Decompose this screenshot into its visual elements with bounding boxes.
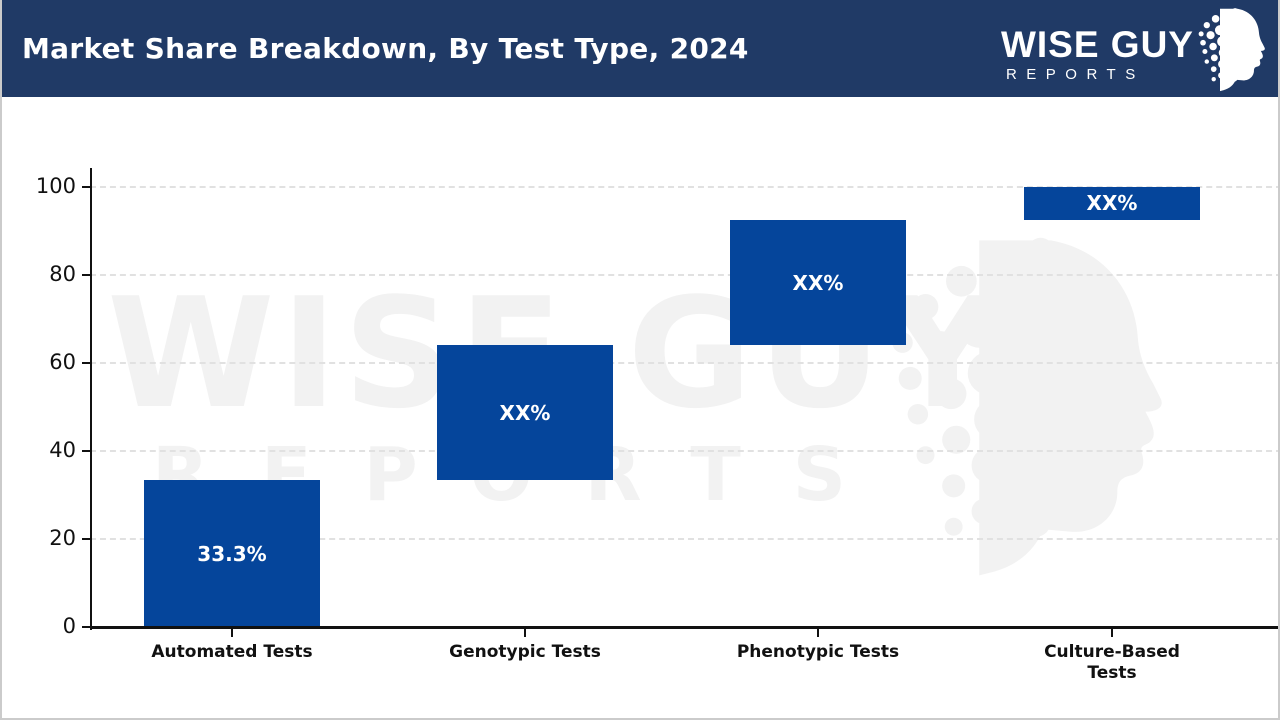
x-axis: [90, 626, 1278, 629]
x-category-label: Automated Tests: [151, 642, 313, 662]
y-tick-100: [82, 185, 90, 188]
brand-head-icon: [1198, 8, 1265, 92]
gridline-y-60: [90, 361, 1278, 364]
gridline-y-100: [90, 185, 1278, 188]
brand-subtext: REPORTS: [1005, 66, 1145, 83]
gridline-y-80: [90, 273, 1278, 276]
bar-segment: 33.3%: [144, 480, 320, 627]
x-tick-2: [817, 629, 819, 637]
waterfall-chart: 0 20 40 60 80 100 33.3% Automated Tests XX% Genot…: [2, 97, 1278, 718]
gridline-y-40: [90, 449, 1278, 452]
x-category-label: Phenotypic Tests: [736, 642, 900, 662]
y-tick-label-20: 20: [49, 525, 76, 550]
brand-wordmark: WISE GUY: [1000, 24, 1194, 65]
x-tick-1: [524, 629, 526, 637]
bar-value-label: XX%: [1086, 191, 1138, 216]
bar-segment: XX%: [437, 345, 613, 481]
y-tick-40: [82, 449, 90, 452]
bar-value-label: XX%: [499, 400, 551, 425]
y-tick-label-0: 0: [62, 614, 76, 638]
y-tick-0: [82, 626, 90, 628]
bar-value-label: XX%: [792, 270, 844, 295]
brand-logo-text: WISE GUY REPORTS: [1001, 26, 1194, 83]
y-tick-label-60: 60: [49, 349, 76, 374]
y-tick-20: [82, 537, 90, 540]
x-tick-0: [231, 629, 233, 637]
y-tick-60: [82, 361, 90, 364]
header: Market Share Breakdown, By Test Type, 20…: [2, 0, 1278, 97]
brand-logo: WISE GUY REPORTS: [1001, 5, 1268, 93]
x-tick-3: [1111, 629, 1113, 637]
page-title: Market Share Breakdown, By Test Type, 20…: [22, 32, 749, 65]
x-category-label: Culture-Based Tests: [1044, 642, 1180, 684]
y-tick-label-100: 100: [35, 173, 76, 198]
bar-value-label: 33.3%: [197, 541, 267, 566]
bar-segment: XX%: [730, 220, 906, 346]
y-tick-80: [82, 273, 90, 276]
gridline-y-20: [90, 537, 1278, 540]
y-axis: [90, 168, 92, 630]
y-tick-label-80: 80: [49, 261, 76, 286]
y-tick-label-40: 40: [49, 437, 76, 462]
bar-segment: XX%: [1024, 186, 1200, 221]
x-category-label: Genotypic Tests: [449, 642, 601, 662]
